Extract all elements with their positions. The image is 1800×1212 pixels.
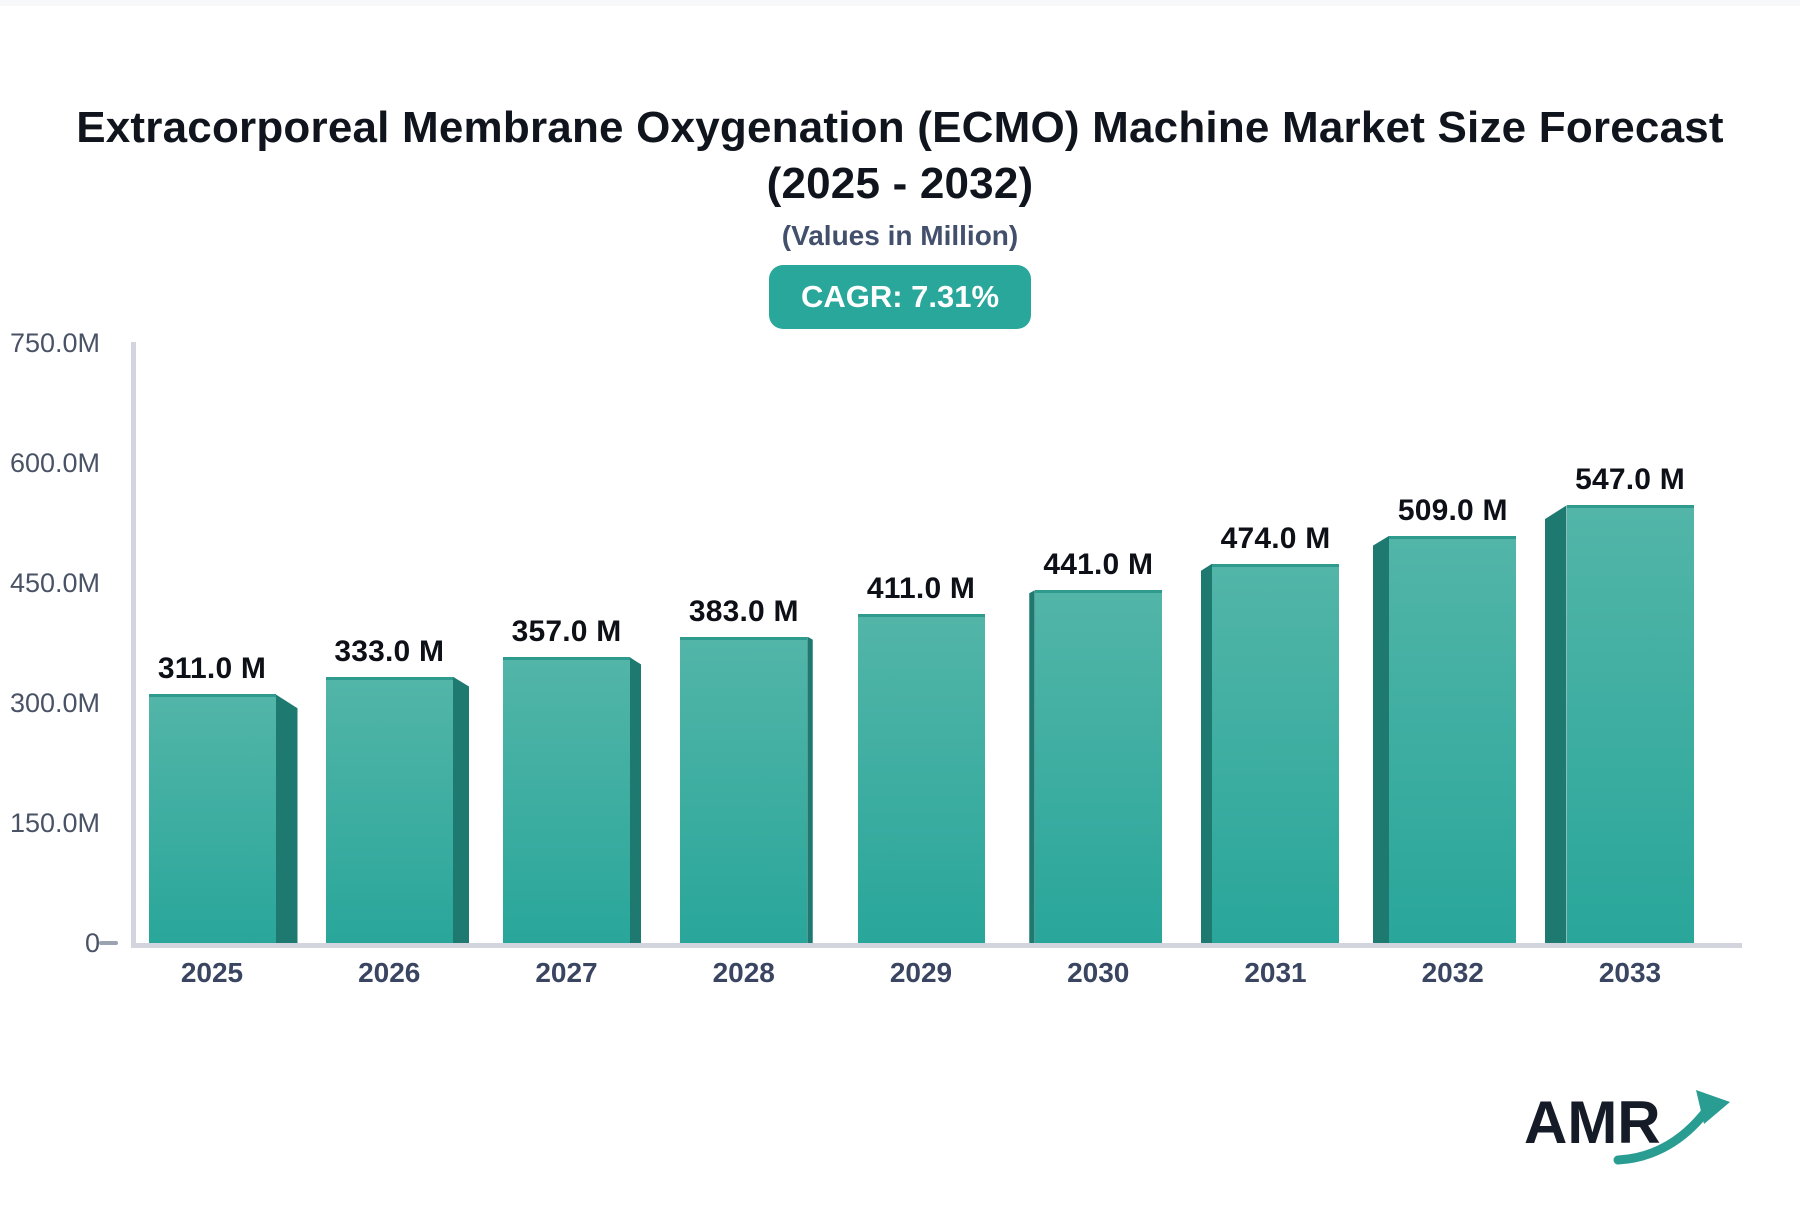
amr-logo: AMR: [1524, 1082, 1744, 1172]
bar-side-2026: [452, 676, 470, 943]
chart-title-line1: Extracorporeal Membrane Oxygenation (ECM…: [76, 103, 1724, 152]
bar-side-2025: [275, 694, 298, 943]
bar-value-label-2028: 383.0 M: [688, 594, 799, 628]
bar-front-2026: [325, 676, 453, 943]
ytick-label-300.0M: 300.0M: [9, 688, 100, 718]
ytick-label-450.0M: 450.0M: [9, 568, 100, 598]
bar-side-2027: [630, 657, 641, 943]
bar-front-2030: [1034, 590, 1162, 943]
cagr-badge: CAGR: 7.31%: [768, 265, 1032, 329]
bar-value-label-2032: 509.0 M: [1397, 493, 1508, 527]
ytick-label-600.0M: 600.0M: [9, 448, 100, 478]
xtick-label-2031: 2031: [1244, 957, 1307, 988]
zero-tick-dash: [99, 941, 118, 945]
bar-side-2032: [1372, 535, 1390, 943]
bar-value-label-2033: 547.0 M: [1575, 463, 1685, 497]
growth-arrow-icon: [1613, 1090, 1730, 1165]
xtick-label-2033: 2033: [1598, 957, 1662, 988]
xtick-label-2028: 2028: [712, 957, 775, 988]
xtick-label-2025: 2025: [180, 957, 244, 988]
xtick-label-2026: 2026: [358, 957, 421, 988]
bar-front-2028: [680, 636, 808, 943]
ytick-label-750.0M: 750.0M: [9, 328, 100, 358]
bar-front-2029: [857, 614, 985, 943]
bar-front-2031: [1212, 563, 1339, 943]
y-axis-line: [131, 342, 136, 947]
bar-value-label-2026: 333.0 M: [334, 634, 445, 668]
xtick-label-2029: 2029: [889, 957, 953, 988]
chart-header: Extracorporeal Membrane Oxygenation (ECM…: [0, 0, 1800, 329]
chart-subtitle: (Values in Million): [781, 220, 1019, 251]
bar-side-2028: [807, 636, 813, 943]
bar-value-label-2031: 474.0 M: [1220, 521, 1331, 555]
amr-logo-text: AMR: [1524, 1089, 1661, 1156]
xtick-label-2030: 2030: [1067, 957, 1130, 988]
bar-front-2032: [1389, 535, 1517, 943]
bar-value-label-2025: 311.0 M: [157, 652, 267, 686]
bar-side-2030: [1029, 590, 1035, 943]
top-divider-strip: [0, 0, 1800, 6]
bar-front-2027: [503, 657, 630, 943]
xtick-label-2027: 2027: [535, 957, 598, 988]
bar-value-label-2027: 357.0 M: [511, 615, 622, 649]
chart-title-line2: (2025 - 2032): [766, 159, 1034, 208]
xtick-label-2032: 2032: [1421, 957, 1484, 988]
bar-value-label-2030: 441.0 M: [1043, 548, 1154, 582]
ytick-label-150.0M: 150.0M: [9, 808, 100, 838]
bar-side-2031: [1201, 563, 1212, 943]
bar-front-2025: [148, 694, 276, 943]
bar-side-2033: [1544, 505, 1567, 943]
ytick-label-0: 0: [84, 928, 100, 958]
bar-front-2033: [1566, 505, 1694, 943]
x-axis-line: [131, 943, 1742, 948]
bar-value-label-2029: 411.0 M: [866, 572, 976, 606]
